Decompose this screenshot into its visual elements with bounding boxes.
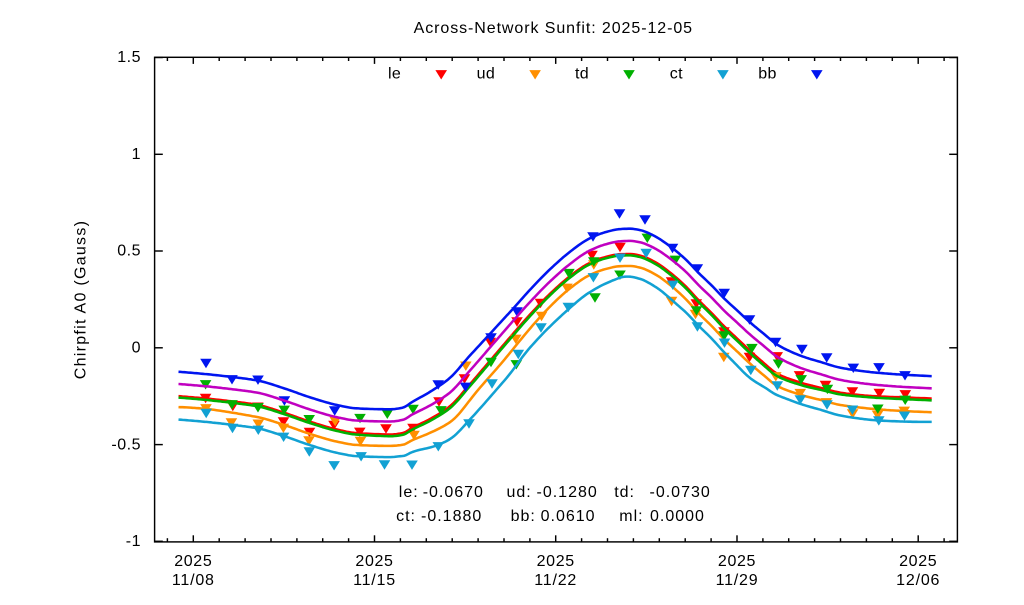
- svg-text:-0.5: -0.5: [111, 436, 141, 453]
- svg-text:0: 0: [132, 340, 141, 357]
- svg-text:-0.0670: -0.0670: [423, 484, 484, 501]
- svg-text:le:: le:: [399, 484, 419, 501]
- svg-text:0.5: 0.5: [117, 243, 141, 260]
- svg-text:ud:: ud:: [507, 484, 532, 501]
- svg-text:Chirpfit A0 (Gauss): Chirpfit A0 (Gauss): [73, 220, 90, 379]
- svg-text:2025: 2025: [174, 553, 212, 570]
- svg-text:0.0000: 0.0000: [650, 508, 705, 525]
- svg-text:11/15: 11/15: [353, 572, 396, 589]
- svg-text:0.0610: 0.0610: [541, 508, 596, 525]
- svg-text:11/29: 11/29: [716, 572, 759, 589]
- svg-text:2025: 2025: [355, 553, 393, 570]
- svg-text:le: le: [388, 65, 401, 82]
- svg-text:-0.1880: -0.1880: [421, 508, 482, 525]
- svg-text:-1: -1: [126, 533, 141, 550]
- svg-text:11/08: 11/08: [172, 572, 215, 589]
- svg-text:bb: bb: [758, 65, 777, 82]
- svg-text:-0.0730: -0.0730: [650, 484, 711, 501]
- svg-text:td: td: [575, 65, 589, 82]
- svg-text:2025: 2025: [899, 553, 937, 570]
- svg-text:12/06: 12/06: [896, 572, 940, 589]
- svg-text:Across-Network Sunfit: 2025-12: Across-Network Sunfit: 2025-12-05: [414, 20, 693, 37]
- svg-text:ud: ud: [477, 65, 496, 82]
- svg-text:1.5: 1.5: [117, 49, 141, 66]
- svg-text:2025: 2025: [537, 553, 575, 570]
- svg-text:ct:: ct:: [396, 508, 416, 525]
- svg-text:11/22: 11/22: [534, 572, 577, 589]
- svg-text:ml:: ml:: [619, 508, 643, 525]
- svg-text:2025: 2025: [718, 553, 756, 570]
- svg-text:-0.1280: -0.1280: [537, 484, 598, 501]
- svg-text:ct: ct: [670, 65, 683, 82]
- svg-text:bb:: bb:: [511, 508, 536, 525]
- svg-text:1: 1: [132, 146, 141, 163]
- svg-text:td:: td:: [614, 484, 635, 501]
